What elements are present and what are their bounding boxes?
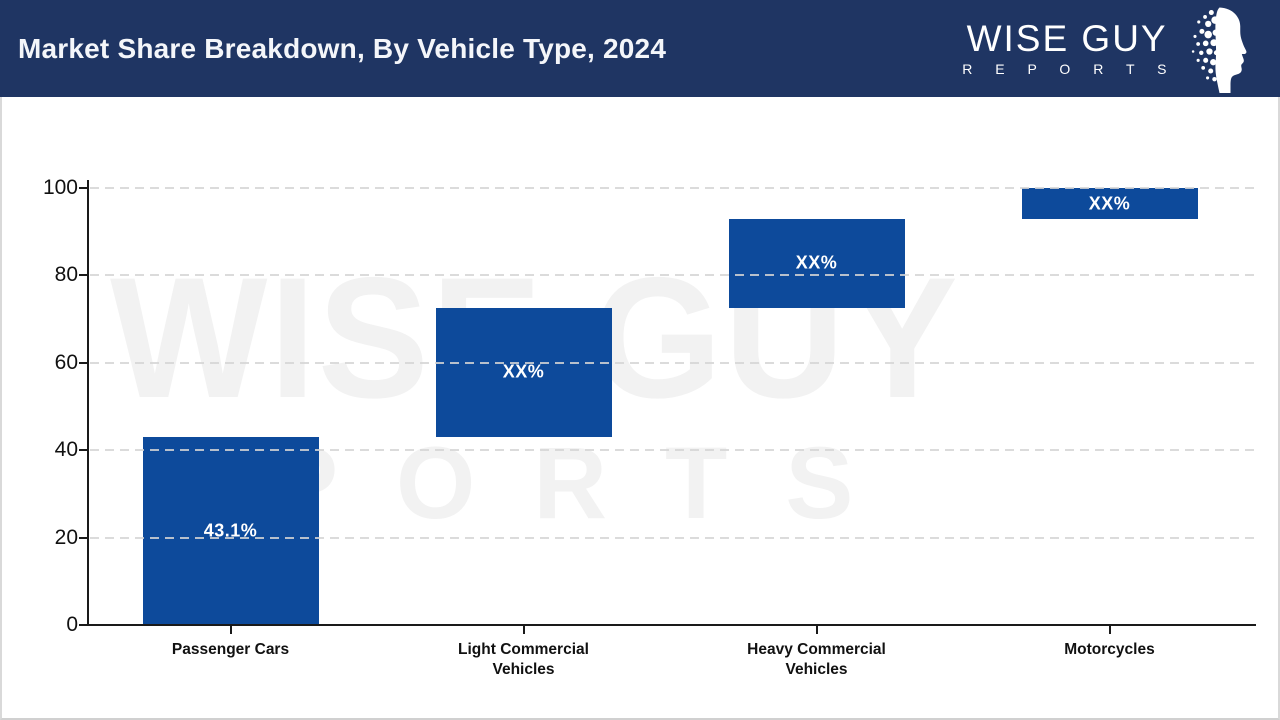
bar-value-label: XX% xyxy=(502,361,545,382)
logo-subtitle: R E P O R T S xyxy=(962,61,1176,77)
bar-value-label: XX% xyxy=(1088,193,1131,213)
x-tick-mark xyxy=(815,626,818,634)
x-tick-mark xyxy=(522,626,525,634)
gridline xyxy=(90,536,1256,539)
header-bar: Market Share Breakdown, By Vehicle Type,… xyxy=(0,0,1280,97)
page-title: Market Share Breakdown, By Vehicle Type,… xyxy=(18,32,667,64)
y-tick-label: 80 xyxy=(54,263,78,287)
y-tick-label: 60 xyxy=(54,350,78,374)
y-axis-spine xyxy=(87,180,89,626)
x-tick-mark xyxy=(1108,626,1111,634)
gridline xyxy=(90,361,1256,364)
watermark-subtitle: PORTS xyxy=(270,426,912,540)
bar-value-label: 43.1% xyxy=(203,520,258,541)
bar-value-label: XX% xyxy=(795,252,838,273)
logo-wordmark: WISE GUY xyxy=(966,18,1168,59)
bar-segment xyxy=(1021,188,1198,220)
bar-segment xyxy=(728,219,905,308)
y-tick-label: 0 xyxy=(66,613,78,636)
y-tick-label: 100 xyxy=(42,176,78,199)
wiseguy-logo: WISE GUY R E P O R T S xyxy=(958,5,1280,93)
x-tick-mark xyxy=(229,626,232,634)
y-tick-label: 20 xyxy=(54,525,78,549)
bar-segment xyxy=(435,307,612,437)
x-axis-spine xyxy=(87,624,1256,626)
y-tick-mark xyxy=(79,536,88,539)
x-category-label: Light Commercial Vehicles xyxy=(458,641,589,679)
x-category-label: Passenger Cars xyxy=(171,641,290,658)
y-tick-label: 40 xyxy=(54,438,78,462)
bar-segment xyxy=(142,436,319,625)
y-tick-mark xyxy=(79,361,88,364)
gridline xyxy=(90,449,1256,452)
y-tick-mark xyxy=(79,449,88,452)
y-tick-mark xyxy=(79,274,88,277)
y-tick-mark xyxy=(79,187,88,189)
x-category-label: Motorcycles xyxy=(1064,641,1155,658)
wiseguy-logo-text: WISE GUY R E P O R T S xyxy=(958,20,1176,77)
x-category-label: Heavy Commercial Vehicles xyxy=(747,641,886,679)
gridline xyxy=(90,187,1256,189)
y-tick-mark xyxy=(79,624,88,626)
wiseguy-face-icon xyxy=(1191,7,1247,93)
gridline xyxy=(90,274,1256,277)
